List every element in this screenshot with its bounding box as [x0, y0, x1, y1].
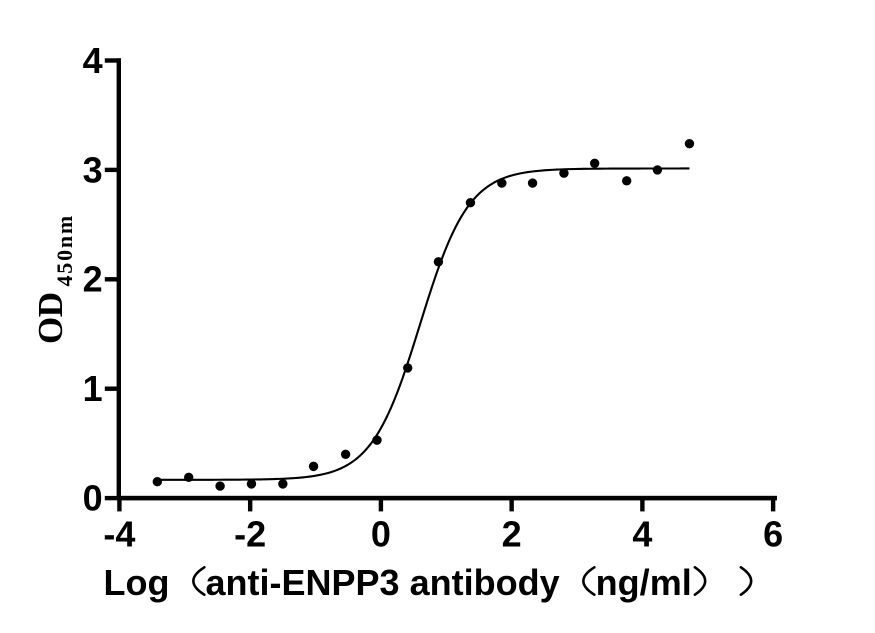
y-axis-title: OD 450nm: [31, 214, 77, 345]
x-tick-label: 0: [371, 514, 391, 555]
y-tick: [104, 495, 118, 501]
fit-curve: [157, 167, 690, 481]
x-axis-line: [116, 495, 778, 501]
data-point: [559, 168, 569, 178]
data-point: [527, 178, 538, 188]
x-tick-label: 6: [763, 514, 783, 555]
data-point: [497, 178, 507, 188]
y-axis-line: [116, 58, 121, 501]
y-tick-label: 1: [83, 368, 103, 409]
x-tick: [640, 499, 645, 512]
y-tick-label: 3: [83, 149, 103, 190]
data-point: [340, 449, 351, 460]
data-point: [684, 138, 695, 149]
data-point: [246, 479, 257, 489]
data-point: [403, 363, 413, 373]
data-point: [215, 481, 225, 491]
x-tick-label: -4: [103, 514, 135, 555]
y-tick-label: 0: [83, 478, 103, 519]
data-point: [278, 479, 288, 489]
x-tick: [247, 499, 253, 512]
y-tick-label: 4: [83, 40, 103, 81]
y-tick-label: 2: [83, 259, 103, 300]
fullwidth-close-paren: [739, 565, 753, 596]
y-tick: [104, 277, 118, 282]
x-tick-label: 2: [502, 514, 522, 555]
y-tick: [104, 58, 118, 63]
data-point: [652, 165, 663, 175]
x-tick: [770, 499, 776, 512]
y-axis-title-main: OD: [31, 292, 70, 345]
fullwidth-open-paren: [191, 565, 206, 596]
y-tick: [104, 167, 118, 173]
data-point: [152, 476, 163, 487]
fullwidth-close-paren: [693, 565, 707, 596]
data-point: [184, 472, 194, 483]
data-point: [465, 198, 476, 208]
y-axis-title-subscript: 450nm: [52, 213, 77, 287]
data-point: [433, 257, 444, 267]
x-tick: [509, 499, 514, 512]
data-point: [621, 176, 632, 186]
x-tick-label: -2: [234, 514, 266, 555]
data-point: [589, 158, 600, 169]
data-point: [308, 461, 319, 472]
fullwidth-open-paren: [581, 565, 596, 596]
x-tick: [117, 499, 122, 512]
x-tick: [378, 499, 384, 512]
data-point: [372, 435, 382, 445]
x-tick-label: 4: [632, 514, 652, 555]
y-tick: [104, 386, 118, 391]
x-axis-title: Log anti-ENPP3 antibody ng/ml: [103, 562, 773, 604]
